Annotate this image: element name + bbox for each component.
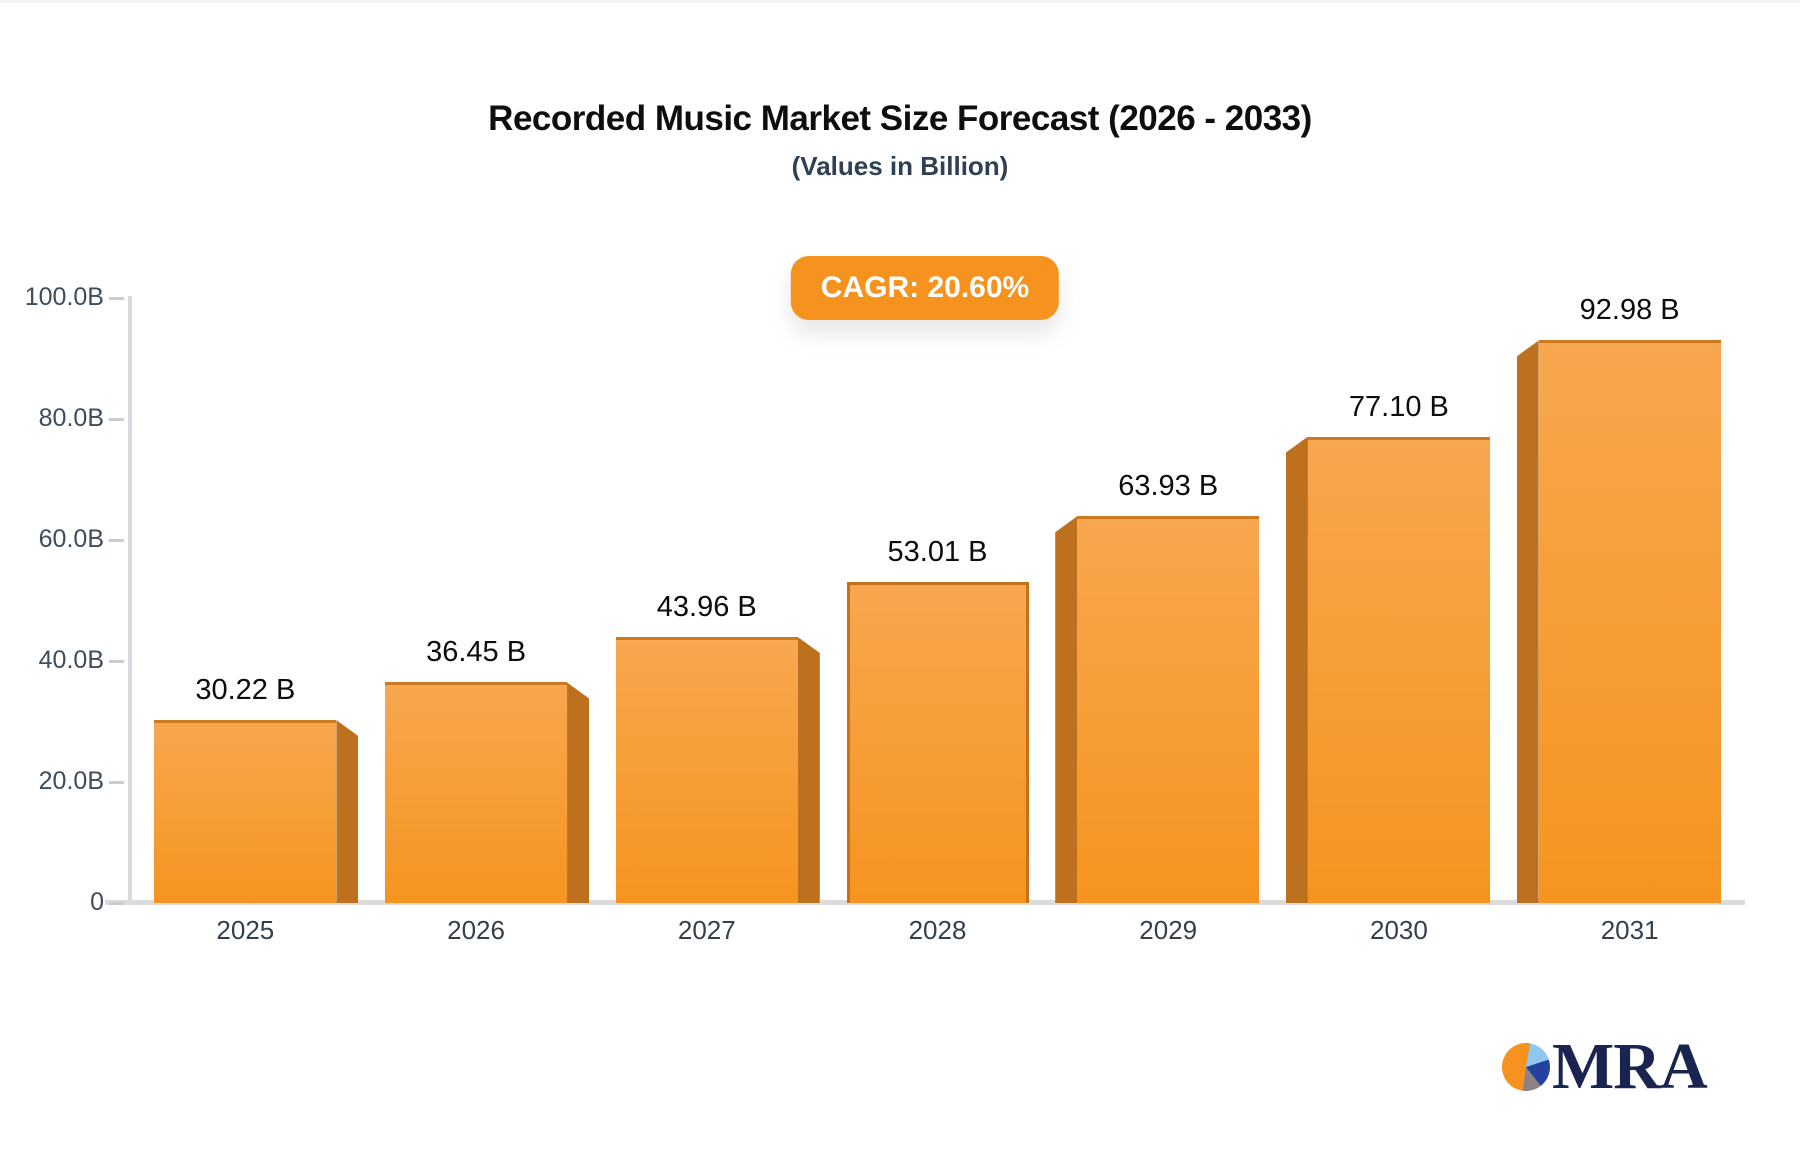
bar-face bbox=[1077, 516, 1260, 903]
bar-value-label: 77.10 B bbox=[1348, 390, 1449, 423]
y-axis-tick-label: 40.0B bbox=[38, 646, 104, 674]
bar-2028: 53.01 B bbox=[846, 536, 1029, 903]
bar-face bbox=[615, 637, 798, 903]
y-axis-tick-label: 100.0B bbox=[24, 283, 104, 311]
x-axis-label: 2025 bbox=[216, 915, 275, 945]
x-axis-label: 2027 bbox=[677, 915, 736, 945]
bar-2029: 63.93 B bbox=[1055, 470, 1260, 903]
y-axis-tick-mark bbox=[109, 418, 124, 421]
x-axis-label: 2026 bbox=[447, 915, 505, 945]
bar-2031: 92.98 B bbox=[1516, 294, 1721, 903]
y-axis-tick-label: 80.0B bbox=[38, 404, 104, 432]
bar-face bbox=[846, 582, 1029, 903]
bar-value-label: 63.93 B bbox=[1118, 470, 1219, 503]
bar-2027: 43.96 B bbox=[615, 591, 820, 903]
x-axis-label: 2029 bbox=[1139, 915, 1198, 945]
bar-3d-side bbox=[1055, 516, 1078, 903]
pie-chart-logo-icon bbox=[1502, 1043, 1550, 1091]
logo-text: MRA bbox=[1552, 1030, 1708, 1103]
mra-logo: MRA bbox=[1502, 1030, 1708, 1103]
x-axis-label: 2028 bbox=[908, 915, 967, 945]
y-axis-line bbox=[128, 296, 132, 903]
bar-2025: 30.22 B bbox=[154, 674, 359, 903]
y-axis-tick-label: 0 bbox=[90, 888, 104, 916]
bar-value-label: 36.45 B bbox=[426, 636, 527, 669]
bar-face bbox=[1307, 436, 1490, 903]
bar-face bbox=[154, 720, 337, 903]
bar-chart-plot-area: 100.0B 80.0B 60.0B 40.0B 20.0B 0 30.22 B 2025 36… bbox=[0, 3, 1800, 1159]
y-axis-tick-mark bbox=[109, 781, 124, 784]
y-axis-tick-mark bbox=[109, 902, 124, 905]
chart-title: Recorded Music Market Size Forecast (202… bbox=[488, 99, 1312, 138]
chart-subtitle: (Values in Billion) bbox=[791, 151, 1009, 181]
y-axis-tick-mark bbox=[109, 539, 124, 542]
bar-value-label: 53.01 B bbox=[887, 536, 988, 569]
x-axis-label: 2030 bbox=[1370, 915, 1428, 945]
bar-2030: 77.10 B bbox=[1285, 391, 1490, 903]
bar-face bbox=[1538, 340, 1721, 903]
bar-value-label: 30.22 B bbox=[195, 674, 296, 707]
y-axis-tick-mark bbox=[109, 660, 124, 663]
y-axis-tick-label: 20.0B bbox=[38, 767, 104, 795]
bar-value-label: 43.96 B bbox=[656, 591, 757, 624]
bar-3d-side bbox=[567, 682, 590, 903]
bar-2026: 36.45 B bbox=[385, 636, 590, 903]
bar-face bbox=[385, 682, 568, 903]
bar-3d-side bbox=[1516, 340, 1539, 903]
cagr-badge: CAGR: 20.60% bbox=[790, 256, 1060, 320]
y-axis-tick-mark bbox=[109, 297, 124, 300]
bar-3d-side bbox=[336, 720, 359, 903]
bar-value-label: 92.98 B bbox=[1579, 294, 1680, 327]
bar-3d-side bbox=[797, 637, 820, 903]
x-axis-label: 2031 bbox=[1600, 915, 1659, 945]
y-axis-tick-label: 60.0B bbox=[38, 525, 104, 553]
bar-3d-side bbox=[1285, 436, 1308, 903]
